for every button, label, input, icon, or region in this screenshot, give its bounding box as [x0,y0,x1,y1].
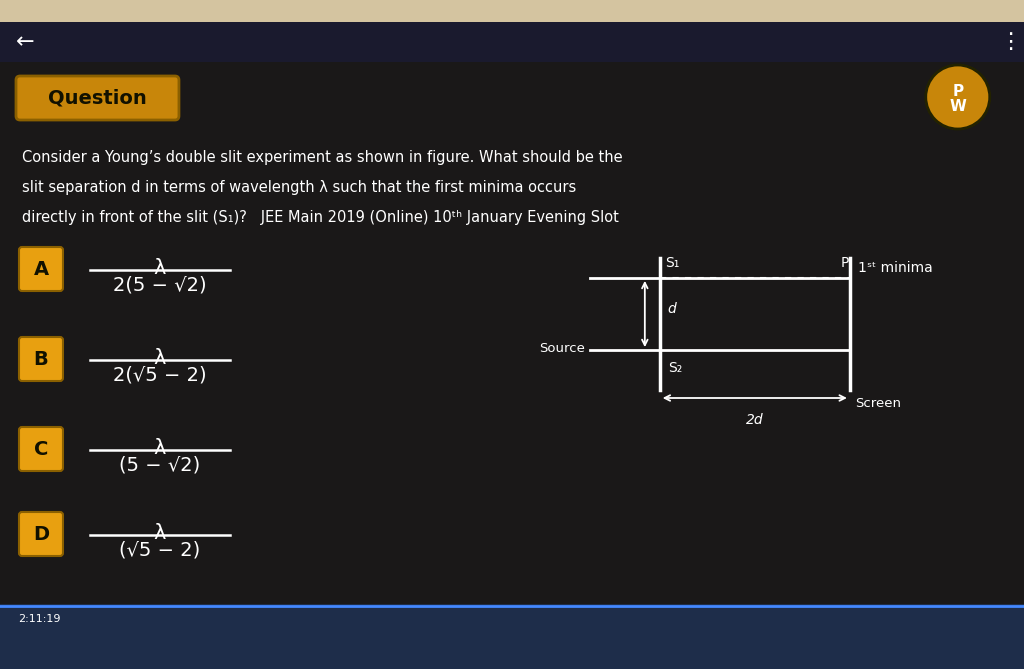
Text: λ: λ [154,258,166,278]
Text: λ: λ [154,348,166,368]
Text: D: D [33,524,49,543]
Text: λ: λ [154,438,166,458]
Text: S₁: S₁ [665,256,679,270]
FancyBboxPatch shape [19,512,63,556]
Text: ⋮: ⋮ [998,32,1021,52]
Text: P: P [952,84,964,98]
Text: P: P [841,256,849,270]
Text: Question: Question [48,88,146,108]
Text: W: W [949,98,967,114]
Text: Source: Source [539,341,585,355]
Bar [0,22,1024,62]
Text: 2:11:19: 2:11:19 [18,614,60,624]
Text: (√5 − 2): (√5 − 2) [120,540,201,559]
Text: directly in front of the slit (S₁)?   JEE Main 2019 (Online) 10ᵗʰ January Evenin: directly in front of the slit (S₁)? JEE … [22,210,618,225]
Text: C: C [34,440,48,458]
Text: Screen: Screen [855,397,901,409]
Text: d: d [668,302,677,316]
Text: λ: λ [154,523,166,543]
Text: Consider a Young’s double slit experiment as shown in figure. What should be the: Consider a Young’s double slit experimen… [22,150,623,165]
Bar [0,604,1024,669]
FancyBboxPatch shape [16,76,179,120]
Bar [0,0,1024,22]
Text: A: A [34,260,48,278]
Text: slit separation d in terms of wavelength λ such that the first minima occurs: slit separation d in terms of wavelength… [22,180,577,195]
Text: B: B [34,349,48,369]
FancyBboxPatch shape [19,247,63,291]
Text: 2d: 2d [746,413,764,427]
Text: ←: ← [15,32,35,52]
Circle shape [926,65,990,129]
FancyBboxPatch shape [19,337,63,381]
Text: S₂: S₂ [668,361,682,375]
Text: 2(√5 − 2): 2(√5 − 2) [113,365,207,384]
Text: (5 − √2): (5 − √2) [120,455,201,474]
Text: 1ˢᵗ minima: 1ˢᵗ minima [858,261,933,275]
Text: 2(5 − √2): 2(5 − √2) [113,275,207,294]
FancyBboxPatch shape [19,427,63,471]
